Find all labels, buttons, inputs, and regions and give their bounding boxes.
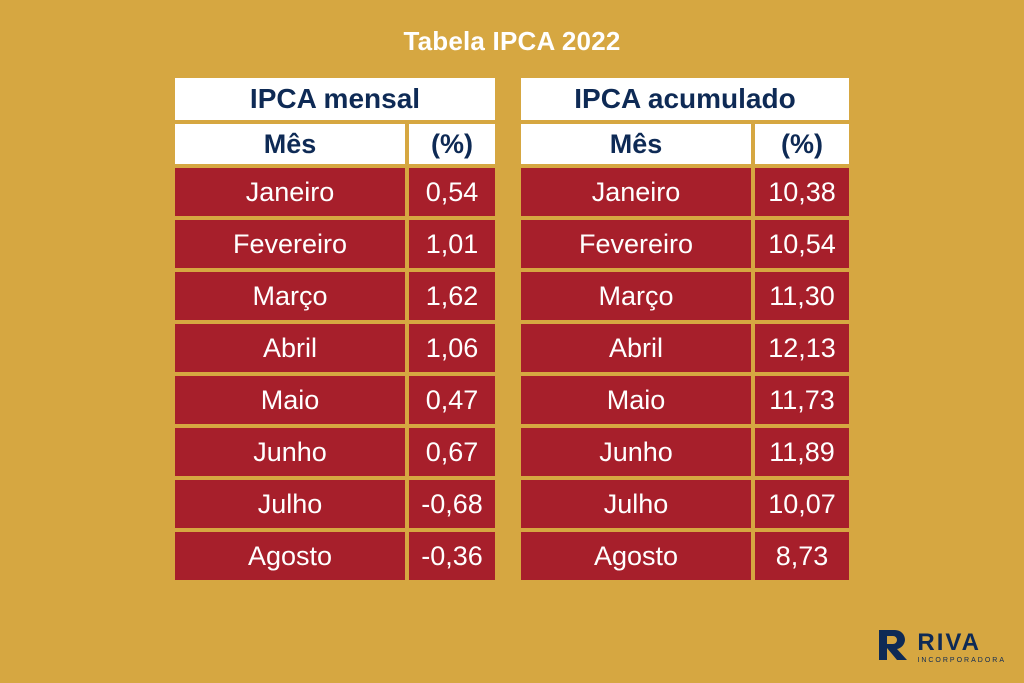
table-right-col-pct: (%) [755,124,849,164]
table-row: Junho11,89 [521,428,849,476]
cell-month: Julho [521,480,751,528]
cell-month: Fevereiro [521,220,751,268]
table-right-title: IPCA acumulado [521,78,849,120]
logo-mark-icon [875,628,909,667]
table-row: Abril1,06 [175,324,495,372]
table-row: Julho10,07 [521,480,849,528]
cell-pct: -0,36 [409,532,495,580]
cell-pct: 8,73 [755,532,849,580]
cell-month: Julho [175,480,405,528]
logo-sub: INCORPORADORA [917,657,1006,664]
cell-month: Maio [175,376,405,424]
cell-month: Janeiro [521,168,751,216]
cell-pct: 1,06 [409,324,495,372]
canvas: Tabela IPCA 2022 IPCA mensal Mês (%) Jan… [0,0,1024,683]
table-row: Janeiro10,38 [521,168,849,216]
cell-pct: 10,38 [755,168,849,216]
table-row: Maio0,47 [175,376,495,424]
table-row: Junho0,67 [175,428,495,476]
table-left-col-pct: (%) [409,124,495,164]
cell-month: Agosto [521,532,751,580]
cell-month: Fevereiro [175,220,405,268]
cell-month: Agosto [175,532,405,580]
cell-pct: 10,54 [755,220,849,268]
cell-pct: 12,13 [755,324,849,372]
cell-pct: 10,07 [755,480,849,528]
cell-month: Junho [521,428,751,476]
table-row: Março11,30 [521,272,849,320]
table-left-title: IPCA mensal [175,78,495,120]
cell-month: Março [521,272,751,320]
cell-month: Março [175,272,405,320]
cell-pct: 1,01 [409,220,495,268]
table-right-col-month: Mês [521,124,751,164]
table-row: Abril12,13 [521,324,849,372]
table-row: Janeiro0,54 [175,168,495,216]
tables-wrapper: IPCA mensal Mês (%) Janeiro0,54 Fevereir… [0,74,1024,584]
cell-pct: 11,30 [755,272,849,320]
cell-month: Abril [521,324,751,372]
cell-pct: 11,73 [755,376,849,424]
table-left-col-month: Mês [175,124,405,164]
cell-month: Junho [175,428,405,476]
cell-pct: 11,89 [755,428,849,476]
table-row: Agosto-0,36 [175,532,495,580]
brand-logo: RIVA INCORPORADORA [875,628,1006,667]
table-row: Maio11,73 [521,376,849,424]
table-row: Agosto8,73 [521,532,849,580]
cell-month: Janeiro [175,168,405,216]
cell-pct: 1,62 [409,272,495,320]
cell-pct: 0,47 [409,376,495,424]
cell-pct: 0,54 [409,168,495,216]
table-row: Março1,62 [175,272,495,320]
table-row: Fevereiro10,54 [521,220,849,268]
logo-text: RIVA INCORPORADORA [917,631,1006,664]
table-ipca-mensal: IPCA mensal Mês (%) Janeiro0,54 Fevereir… [171,74,499,584]
table-row: Fevereiro1,01 [175,220,495,268]
table-row: Julho-0,68 [175,480,495,528]
cell-pct: -0,68 [409,480,495,528]
logo-brand: RIVA [917,631,1006,655]
table-ipca-acumulado: IPCA acumulado Mês (%) Janeiro10,38 Feve… [517,74,853,584]
cell-month: Abril [175,324,405,372]
cell-pct: 0,67 [409,428,495,476]
cell-month: Maio [521,376,751,424]
page-title: Tabela IPCA 2022 [0,26,1024,57]
